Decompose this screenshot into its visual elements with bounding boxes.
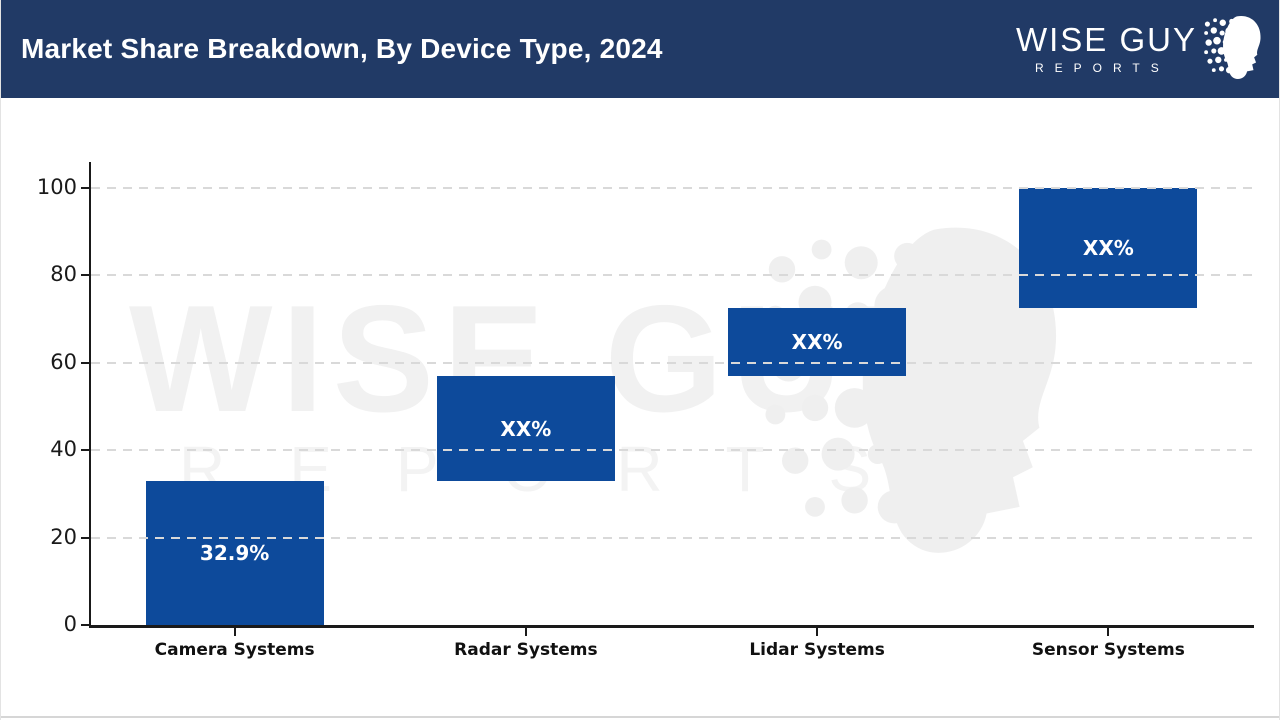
y-tick-label: 80 bbox=[50, 262, 77, 286]
bar-value-label: 32.9% bbox=[199, 541, 270, 566]
brand-logo-text: WISE GUY REPORTS bbox=[1016, 23, 1197, 75]
y-tick-mark bbox=[81, 186, 89, 189]
brand-subtitle: REPORTS bbox=[1034, 60, 1170, 75]
x-tick-label: Radar Systems bbox=[454, 640, 598, 660]
header-bar: Market Share Breakdown, By Device Type, … bbox=[1, 0, 1279, 98]
gridline-100 bbox=[91, 186, 1254, 189]
y-tick-mark bbox=[81, 624, 89, 626]
y-tick-label: 40 bbox=[50, 437, 77, 461]
gridline-60 bbox=[91, 361, 1254, 364]
x-tick-label: Sensor Systems bbox=[1031, 640, 1185, 660]
bar-camera-systems: 32.9% bbox=[145, 481, 324, 625]
gridline-80 bbox=[91, 274, 1254, 276]
x-tick-mark bbox=[1107, 628, 1110, 636]
x-tick-mark bbox=[524, 628, 527, 636]
x-tick-label: Lidar Systems bbox=[749, 640, 885, 660]
x-axis-line bbox=[89, 625, 1254, 628]
brand-logo: WISE GUY REPORTS bbox=[1016, 6, 1265, 92]
y-tick-mark bbox=[81, 536, 89, 539]
bar-value-label: XX% bbox=[1082, 235, 1134, 260]
bar-sensor-systems: XX% bbox=[1019, 187, 1198, 308]
y-tick-mark bbox=[81, 361, 89, 364]
y-tick-label: 100 bbox=[36, 174, 77, 199]
y-axis-line bbox=[89, 162, 91, 627]
y-tick-mark bbox=[81, 274, 89, 276]
gridline-20 bbox=[91, 536, 1254, 539]
page-title: Market Share Breakdown, By Device Type, … bbox=[21, 33, 663, 64]
y-tick-mark bbox=[81, 449, 89, 451]
x-tick-label: Camera Systems bbox=[154, 640, 315, 660]
bar-value-label: XX% bbox=[791, 329, 843, 354]
y-tick-label: 20 bbox=[50, 524, 77, 549]
brand-name: WISE GUY bbox=[1015, 21, 1197, 59]
x-tick-mark bbox=[233, 628, 236, 636]
gridline-40 bbox=[91, 449, 1254, 451]
x-tick-mark bbox=[816, 628, 819, 636]
bottom-border bbox=[1, 716, 1279, 718]
bar-lidar-systems: XX% bbox=[728, 307, 907, 377]
y-tick-label: 60 bbox=[50, 349, 77, 374]
bar-radar-systems: XX% bbox=[436, 376, 615, 482]
y-tick-label: 0 bbox=[63, 612, 77, 636]
bar-value-label: XX% bbox=[500, 416, 552, 441]
